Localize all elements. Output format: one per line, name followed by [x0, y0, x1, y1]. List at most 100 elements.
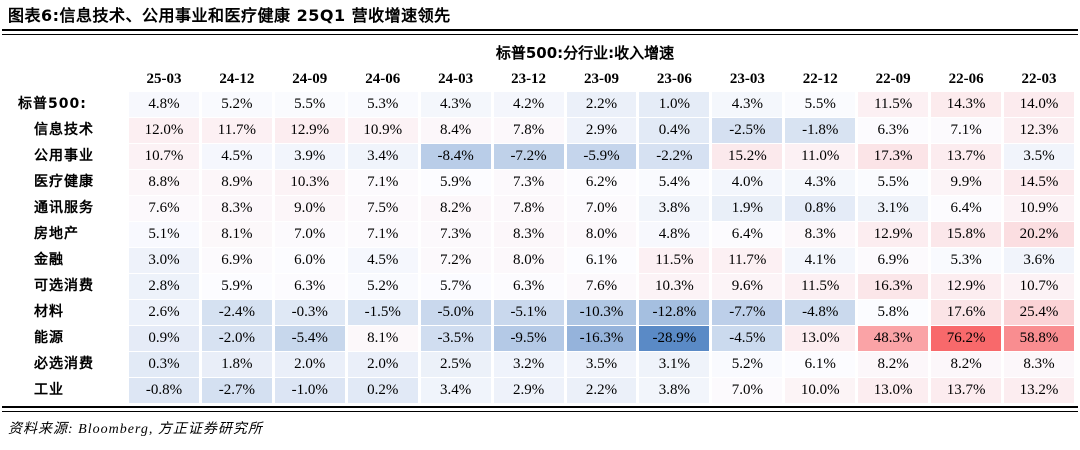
heatmap-cell: 16.3%	[858, 274, 929, 299]
heatmap-cell: -28.9%	[639, 326, 710, 351]
column-header: 24-12	[219, 71, 255, 87]
heatmap-cell: 7.6%	[566, 274, 637, 299]
heatmap-cell: 2.2%	[566, 92, 637, 117]
heatmap-cell: 1.9%	[712, 196, 783, 221]
heatmap-cell: -0.3%	[274, 300, 345, 325]
heatmap-cell: 11.7%	[201, 118, 272, 143]
heatmap-cell: 8.1%	[201, 222, 272, 247]
heatmap-cell: 15.8%	[931, 222, 1002, 247]
source-note: 资料来源: Bloomberg, 方正证券研究所	[8, 422, 263, 437]
heatmap-cell: 5.7%	[420, 274, 491, 299]
heatmap-cell: 5.3%	[347, 92, 418, 117]
heatmap-cell: -2.5%	[712, 118, 783, 143]
figure-title: 图表6:信息技术、公用事业和医疗健康 25Q1 营收增速领先	[8, 6, 451, 25]
heatmap-cell: 2.0%	[274, 352, 345, 377]
column-header: 24-03	[438, 71, 474, 87]
heatmap-cell: 1.0%	[639, 92, 710, 117]
heatmap-cell: 5.8%	[858, 300, 929, 325]
heatmap-cell: 3.5%	[566, 352, 637, 377]
row-label: 通讯服务	[34, 200, 94, 216]
heatmap-cell: 6.0%	[274, 248, 345, 273]
heatmap-cell: 7.6%	[129, 196, 199, 221]
heatmap-cell: 8.3%	[1004, 352, 1074, 377]
heatmap-cell: 6.3%	[274, 274, 345, 299]
heatmap-cell: 10.9%	[347, 118, 418, 143]
heatmap-cell: 3.4%	[347, 144, 418, 169]
heatmap-cell: 3.4%	[420, 378, 491, 403]
heatmap-cell: 4.1%	[785, 248, 856, 273]
heatmap-cell: 58.8%	[1004, 326, 1074, 351]
heatmap-cell: 25.4%	[1004, 300, 1074, 325]
heatmap-cell: 11.0%	[785, 144, 856, 169]
row-label: 标普500:	[18, 96, 87, 112]
heatmap-cell: 5.1%	[129, 222, 199, 247]
heatmap-cell: -10.3%	[566, 300, 637, 325]
heatmap-cell: -8.4%	[420, 144, 491, 169]
row-label: 公用事业	[34, 148, 94, 164]
heatmap-cell: 10.3%	[274, 170, 345, 195]
heatmap-cell: 5.2%	[712, 352, 783, 377]
heatmap-cell: 9.0%	[274, 196, 345, 221]
heatmap-cell: -5.0%	[420, 300, 491, 325]
heatmap-cell: 6.2%	[566, 170, 637, 195]
heatmap-cell: -2.2%	[639, 144, 710, 169]
heatmap-cell: 10.3%	[639, 274, 710, 299]
heatmap-cell: 14.3%	[931, 92, 1002, 117]
heatmap-cell: 7.1%	[931, 118, 1002, 143]
heatmap-cell: -5.1%	[493, 300, 564, 325]
heatmap-cell: 8.0%	[493, 248, 564, 273]
column-header: 24-06	[365, 71, 401, 87]
bottom-double-rule	[2, 406, 1078, 412]
heatmap-cell: 3.1%	[639, 352, 710, 377]
heatmap-cell: 8.2%	[931, 352, 1002, 377]
heatmap-cell: 12.9%	[931, 274, 1002, 299]
heatmap-cell: 8.3%	[785, 222, 856, 247]
heatmap-cell: 3.0%	[129, 248, 199, 273]
heatmap-cell: 12.0%	[129, 118, 199, 143]
heatmap-cell: 2.8%	[129, 274, 199, 299]
heatmap-cell: 6.4%	[712, 222, 783, 247]
column-header: 22-09	[875, 71, 911, 87]
heatmap-cell: 7.3%	[420, 222, 491, 247]
heatmap-cell: 8.4%	[420, 118, 491, 143]
heatmap-cell: 4.8%	[639, 222, 710, 247]
heatmap-cell: -2.0%	[201, 326, 272, 351]
heatmap-cell: 6.9%	[858, 248, 929, 273]
heatmap-cell: 12.3%	[1004, 118, 1074, 143]
column-header: 24-09	[292, 71, 328, 87]
column-header: 22-03	[1021, 71, 1057, 87]
heatmap-cell: 17.3%	[858, 144, 929, 169]
heatmap-cell: 7.2%	[420, 248, 491, 273]
column-header: 22-12	[802, 71, 838, 87]
heatmap-cell: 6.4%	[931, 196, 1002, 221]
heatmap-cell: 7.1%	[347, 222, 418, 247]
heatmap-cell: 8.2%	[420, 196, 491, 221]
heatmap-cell: -4.8%	[785, 300, 856, 325]
heatmap-cell: 5.5%	[785, 92, 856, 117]
heatmap-cell: 14.5%	[1004, 170, 1074, 195]
heatmap-cell: 3.5%	[1004, 144, 1074, 169]
heatmap-cell: 0.9%	[129, 326, 199, 351]
heatmap-cell: 5.9%	[420, 170, 491, 195]
row-label: 医疗健康	[34, 174, 94, 190]
heatmap-cell: 4.3%	[785, 170, 856, 195]
heatmap-cell: 8.8%	[129, 170, 199, 195]
heatmap-cell: 10.7%	[1004, 274, 1074, 299]
heatmap-cell: 6.1%	[566, 248, 637, 273]
heatmap-cell: 13.0%	[858, 378, 929, 403]
heatmap-cell: 7.0%	[712, 378, 783, 403]
heatmap-cell: 20.2%	[1004, 222, 1074, 247]
column-header: 23-09	[583, 71, 619, 87]
heatmap-cell: 1.8%	[201, 352, 272, 377]
row-label: 可选消费	[34, 278, 94, 294]
heatmap-cell: 7.1%	[347, 170, 418, 195]
row-label: 金融	[34, 252, 64, 268]
row-label: 能源	[34, 330, 64, 346]
column-header: 25-03	[146, 71, 182, 87]
heatmap-cell: 11.7%	[712, 248, 783, 273]
header-corner-cell	[6, 67, 126, 91]
heatmap-cell: 4.2%	[493, 92, 564, 117]
heatmap-cell: -3.5%	[420, 326, 491, 351]
row-label: 信息技术	[34, 122, 94, 138]
